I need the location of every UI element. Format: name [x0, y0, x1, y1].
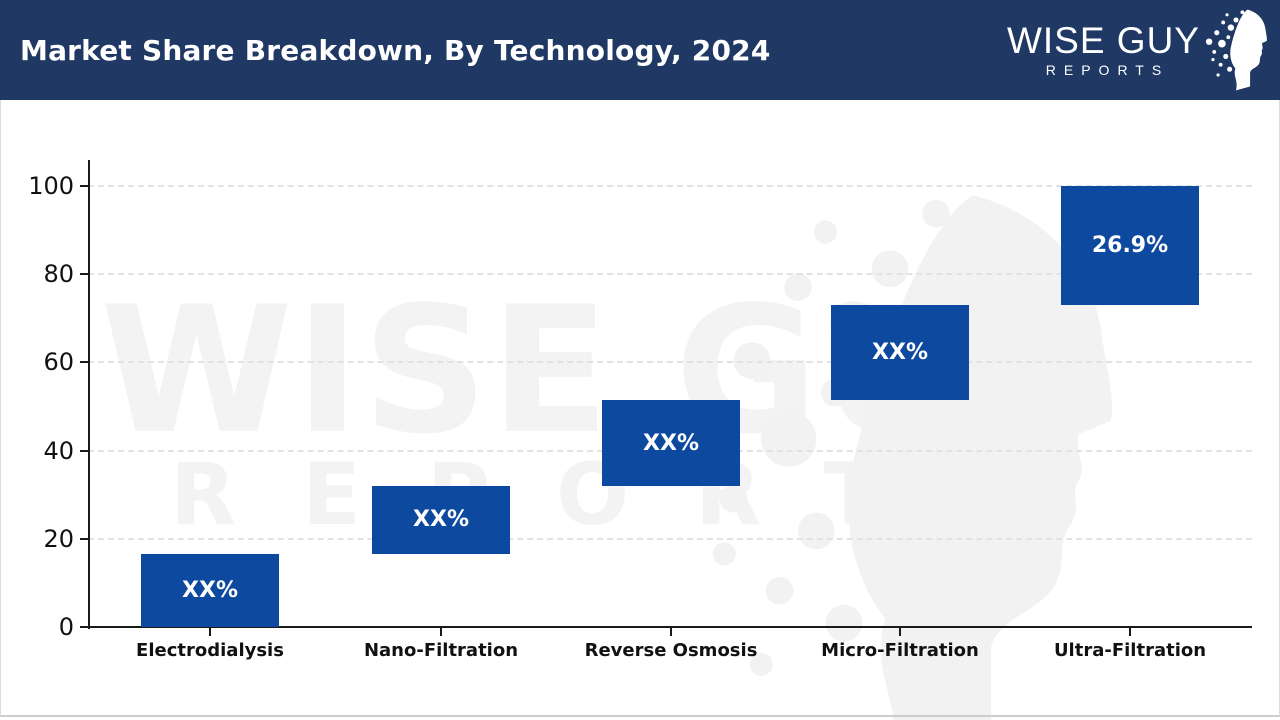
y-tick-label-20: 20 [43, 524, 74, 553]
bar-value-label: XX% [643, 430, 699, 456]
logo-wordmark-top: WISE GUY [1006, 20, 1200, 61]
y-tick-label-0: 0 [58, 613, 74, 641]
x-category-label-2: Reverse Osmosis [584, 640, 758, 661]
x-tick-1 [440, 628, 442, 636]
bar-electrodialysis: XX% [141, 553, 279, 627]
logo-wordmark: WISE GUY REPORTS [1006, 20, 1200, 79]
y-tick-20 [80, 537, 88, 540]
gridline-60 [88, 361, 1252, 364]
bar-value-label: XX% [182, 577, 238, 603]
y-tick-label-80: 80 [43, 260, 74, 289]
bar-micro-filtration: XX% [831, 304, 969, 401]
page-title: Market Share Breakdown, By Technology, 2… [20, 34, 771, 67]
y-axis [88, 160, 90, 629]
y-tick-100 [80, 185, 88, 187]
y-tick-label-40: 40 [43, 436, 74, 465]
page-left-border [0, 100, 1, 716]
bar-nano-filtration: XX% [372, 485, 510, 554]
x-tick-4 [1129, 628, 1131, 636]
bar-value-label: XX% [413, 507, 469, 533]
wise-guy-logo: WISE GUY REPORTS [1007, 6, 1268, 94]
y-tick-60 [80, 361, 88, 364]
page-bottom-border [0, 715, 1280, 717]
x-tick-0 [209, 628, 211, 636]
x-axis [88, 626, 1252, 628]
x-tick-3 [899, 628, 901, 636]
gridline-100 [88, 185, 1252, 187]
x-category-label-0: Electrodialysis [136, 640, 284, 661]
bar-value-label: 26.9% [1091, 232, 1169, 258]
bar-reverse osmosis: XX% [602, 400, 740, 486]
gridline-20 [88, 537, 1252, 540]
x-category-label-1: Nano-Filtration [363, 640, 519, 661]
y-tick-40 [80, 449, 88, 452]
bar-ultra-filtration: 26.9% [1061, 186, 1199, 305]
x-category-label-3: Micro-Filtration [821, 640, 979, 661]
y-tick-label-100: 100 [28, 172, 74, 200]
y-tick-80 [80, 273, 88, 276]
gridline-80 [88, 273, 1252, 276]
y-tick-label-60: 60 [43, 348, 74, 377]
x-category-label-4: Ultra-Filtration [1053, 640, 1207, 661]
x-tick-2 [670, 628, 672, 636]
logo-wordmark-bottom: REPORTS [1045, 62, 1170, 78]
y-tick-0 [80, 626, 88, 628]
header-bar: Market Share Breakdown, By Technology, 2… [0, 0, 1280, 100]
bar-value-label: XX% [872, 339, 928, 365]
